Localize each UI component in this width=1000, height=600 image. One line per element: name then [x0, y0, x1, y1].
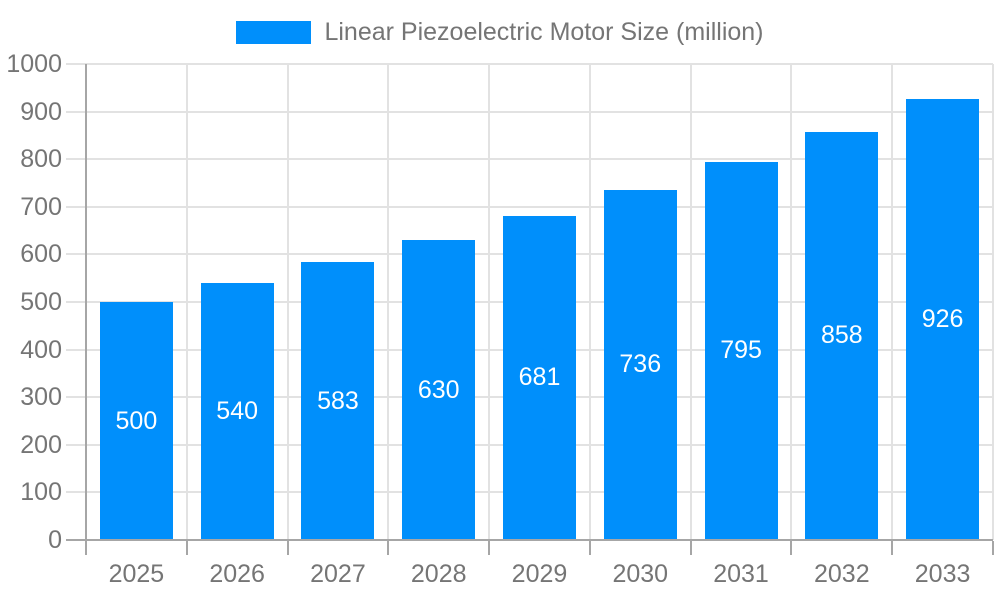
- legend-item[interactable]: Linear Piezoelectric Motor Size (million…: [236, 17, 764, 47]
- bar-value-label: 540: [216, 396, 259, 425]
- x-axis-tick: [185, 541, 188, 555]
- x-axis-tick-label: 2030: [612, 560, 669, 588]
- bar-2025[interactable]: 500: [99, 302, 173, 540]
- bar-2033[interactable]: 926: [906, 99, 980, 540]
- x-axis-tick-label: 2026: [209, 560, 265, 588]
- v-gridline: [992, 64, 994, 540]
- x-axis-tick: [891, 541, 894, 555]
- x-axis-tick: [488, 541, 491, 555]
- v-gridline: [689, 64, 692, 540]
- bar-2031[interactable]: 795: [704, 161, 778, 540]
- y-axis-tick-label: 0: [48, 526, 62, 554]
- v-gridline: [588, 64, 591, 540]
- x-axis-tick-label: 2029: [511, 560, 568, 588]
- x-axis-tick: [689, 541, 692, 555]
- x-axis-tick-label: 2032: [814, 560, 870, 588]
- bar-2026[interactable]: 540: [200, 282, 274, 540]
- bar-value-label: 736: [619, 350, 662, 379]
- bar-2030[interactable]: 736: [603, 189, 677, 540]
- x-axis-tick: [790, 541, 793, 555]
- v-gridline: [185, 64, 188, 540]
- x-axis-tick: [387, 541, 390, 555]
- y-axis-tick-label: 600: [20, 240, 62, 269]
- x-axis-tick: [588, 541, 591, 555]
- h-gridline: [66, 110, 993, 113]
- bar-value-label: 583: [317, 386, 359, 415]
- x-axis-tick: [286, 541, 289, 555]
- legend-swatch-icon: [236, 20, 312, 44]
- y-axis-tick-label: 1000: [6, 50, 62, 78]
- x-axis-tick-label: 2033: [914, 560, 971, 588]
- bar-value-label: 500: [115, 406, 158, 435]
- v-gridline: [387, 64, 390, 540]
- y-axis-tick-label: 900: [20, 97, 62, 126]
- bar-2029[interactable]: 681: [503, 215, 576, 540]
- x-axis-tick: [992, 541, 994, 555]
- bar-2032[interactable]: 858: [805, 131, 879, 540]
- h-gridline: [66, 158, 993, 161]
- x-axis-tick-label: 2028: [410, 560, 467, 588]
- bar-2028[interactable]: 630: [402, 240, 476, 540]
- bar-value-label: 926: [921, 305, 964, 334]
- y-axis-line: [85, 64, 87, 541]
- legend-label: Linear Piezoelectric Motor Size (million…: [324, 17, 764, 46]
- x-axis-tick-label: 2025: [108, 560, 165, 588]
- x-axis-tick-label: 2031: [713, 560, 769, 588]
- y-axis-tick-label: 700: [20, 192, 62, 221]
- y-axis-tick-label: 400: [20, 335, 62, 364]
- bar-value-label: 858: [820, 321, 863, 350]
- v-gridline: [286, 64, 289, 540]
- h-gridline: [66, 205, 993, 208]
- x-axis-tick-label: 2027: [310, 560, 366, 588]
- x-axis-line: [66, 539, 993, 541]
- legend: Linear Piezoelectric Motor Size (million…: [0, 17, 1000, 47]
- bar-value-label: 795: [720, 336, 762, 365]
- v-gridline: [790, 64, 793, 540]
- v-gridline: [891, 64, 894, 540]
- bar-value-label: 681: [518, 363, 561, 392]
- y-axis-tick-label: 300: [20, 383, 62, 412]
- y-axis-tick-label: 100: [20, 478, 62, 507]
- h-gridline: [66, 63, 993, 65]
- x-axis-tick: [85, 541, 87, 555]
- bar-value-label: 630: [417, 375, 460, 404]
- y-axis-tick-label: 800: [20, 145, 62, 174]
- y-axis-tick-label: 500: [20, 288, 62, 316]
- v-gridline: [488, 64, 491, 540]
- y-axis-tick-label: 200: [20, 430, 62, 459]
- bar-2027[interactable]: 583: [301, 262, 375, 540]
